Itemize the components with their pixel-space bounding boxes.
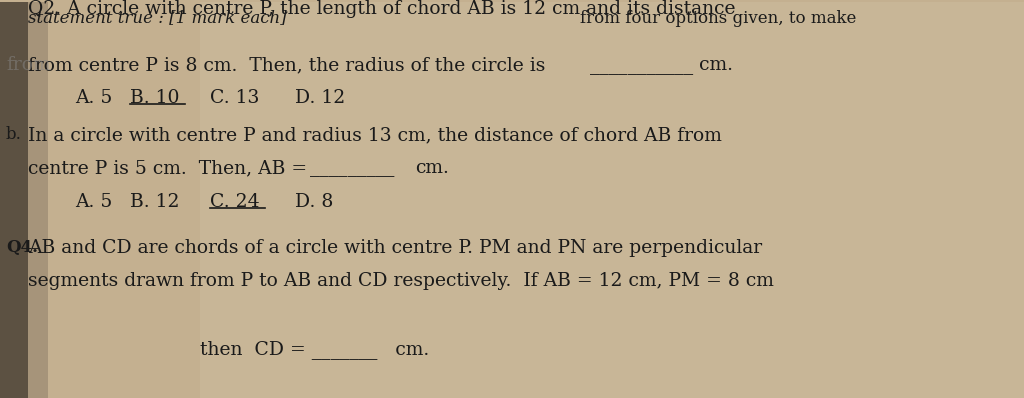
Text: b.: b. bbox=[6, 126, 22, 143]
Text: Q2. A circle with centre P, the length of chord AB is 12 cm and its distance: Q2. A circle with centre P, the length o… bbox=[28, 0, 735, 18]
Text: from: from bbox=[6, 57, 50, 74]
Text: AB and CD are chords of a circle with centre P. PM and PN are perpendicular: AB and CD are chords of a circle with ce… bbox=[28, 239, 762, 257]
Text: B. 12: B. 12 bbox=[130, 193, 179, 211]
Text: Q4.: Q4. bbox=[6, 239, 38, 256]
Text: segments drawn from P to AB and CD respectively.  If AB = 12 cm, PM = 8 cm: segments drawn from P to AB and CD respe… bbox=[28, 273, 774, 291]
Text: B. 10: B. 10 bbox=[130, 89, 179, 107]
Text: then  CD = _______   cm.: then CD = _______ cm. bbox=[200, 340, 429, 359]
Text: ___________ cm.: ___________ cm. bbox=[590, 57, 733, 74]
Bar bbox=[0, 2, 28, 398]
Text: cm.: cm. bbox=[415, 159, 449, 177]
Text: D. 8: D. 8 bbox=[295, 193, 334, 211]
Text: centre P is 5 cm.  Then, AB =: centre P is 5 cm. Then, AB = bbox=[28, 159, 307, 177]
Bar bbox=[28, 2, 48, 398]
Text: statement true : [1 mark each]: statement true : [1 mark each] bbox=[28, 10, 287, 27]
Text: from centre P is 8 cm.  Then, the radius of the circle is: from centre P is 8 cm. Then, the radius … bbox=[28, 57, 546, 74]
Text: from four options given, to make: from four options given, to make bbox=[580, 10, 856, 27]
Text: C. 24: C. 24 bbox=[210, 193, 260, 211]
Text: In a circle with centre P and radius 13 cm, the distance of chord AB from: In a circle with centre P and radius 13 … bbox=[28, 126, 722, 144]
Bar bbox=[200, 2, 1024, 398]
Text: _________: _________ bbox=[310, 159, 394, 177]
Text: C. 13: C. 13 bbox=[210, 89, 259, 107]
Text: D. 12: D. 12 bbox=[295, 89, 345, 107]
Text: A. 5: A. 5 bbox=[75, 89, 113, 107]
Text: A. 5: A. 5 bbox=[75, 193, 113, 211]
